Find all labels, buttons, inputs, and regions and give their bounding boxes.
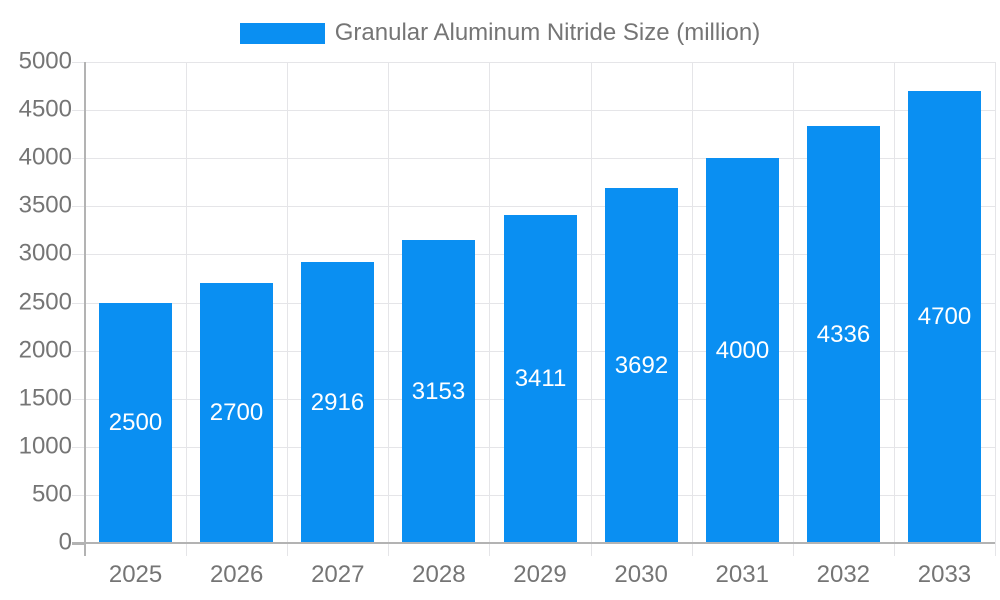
y-tick <box>72 110 85 111</box>
gridline-vertical <box>793 62 794 556</box>
gridline-vertical <box>894 62 895 556</box>
gridline-horizontal <box>85 206 995 207</box>
gridline-vertical <box>186 62 187 556</box>
y-tick-label: 3500 <box>18 191 72 219</box>
x-tick-label-2031: 2031 <box>715 561 769 588</box>
bar-value-label: 4700 <box>917 303 972 330</box>
gridline-vertical <box>995 62 996 556</box>
bar-2032: 4336 <box>807 126 880 543</box>
y-tick-label: 5000 <box>18 47 72 75</box>
y-tick-label: 1500 <box>18 384 72 412</box>
gridline-horizontal <box>85 110 995 111</box>
gridline-horizontal <box>85 158 995 159</box>
y-tick-label: 4000 <box>18 143 72 171</box>
y-tick-label: 0 <box>58 528 72 556</box>
gridline-vertical <box>591 62 592 556</box>
bar-2030: 3692 <box>605 188 678 543</box>
x-axis-line <box>72 542 995 544</box>
bar-2027: 2916 <box>301 262 374 543</box>
y-tick <box>72 543 85 545</box>
bar-2028: 3153 <box>402 240 475 543</box>
y-tick-label: 1000 <box>18 432 72 460</box>
y-tick-label: 3000 <box>18 239 72 267</box>
legend-label: Granular Aluminum Nitride Size (million) <box>334 19 761 46</box>
gridline-vertical <box>287 62 288 556</box>
y-tick <box>72 351 85 352</box>
x-tick-label-2028: 2028 <box>412 561 466 588</box>
y-tick <box>72 158 85 159</box>
bar-2033: 4700 <box>908 91 981 543</box>
bar-2031: 4000 <box>706 158 779 543</box>
x-tick-label-2026: 2026 <box>209 561 264 588</box>
bar-value-label: 3153 <box>411 377 466 405</box>
bar-2029: 3411 <box>504 215 577 543</box>
bar-value-label: 4000 <box>715 336 770 364</box>
x-tick-label-2025: 2025 <box>108 561 163 588</box>
gridline-vertical <box>388 62 389 556</box>
bar-value-label: 2916 <box>310 388 365 416</box>
bar-value-label: 2700 <box>209 399 264 426</box>
y-tick-label: 4500 <box>18 95 72 123</box>
x-tick-label-2029: 2029 <box>513 561 567 588</box>
bar-2026: 2700 <box>200 283 273 543</box>
legend-swatch <box>239 22 325 44</box>
y-tick <box>72 447 85 448</box>
x-tick-label-2033: 2033 <box>917 561 972 588</box>
x-tick-label-2032: 2032 <box>816 561 871 588</box>
gridline-vertical <box>489 62 490 556</box>
bar-2025: 2500 <box>99 303 172 543</box>
bar-value-label: 2500 <box>108 409 163 436</box>
y-tick <box>72 206 85 207</box>
gridline-vertical <box>692 62 693 556</box>
y-tick <box>72 62 85 63</box>
bar-value-label: 4336 <box>816 320 871 348</box>
y-tick-label: 500 <box>31 480 72 508</box>
legend: Granular Aluminum Nitride Size (million) <box>0 19 1000 46</box>
x-tick-label-2027: 2027 <box>311 561 365 588</box>
y-tick-label: 2000 <box>18 336 72 364</box>
bar-value-label: 3692 <box>614 351 669 379</box>
y-axis-line <box>84 62 86 556</box>
gridline-horizontal <box>85 62 995 63</box>
y-tick <box>72 399 85 400</box>
x-tick-label-2030: 2030 <box>614 561 668 588</box>
y-tick <box>72 495 85 496</box>
y-tick <box>72 303 85 304</box>
y-tick <box>72 254 85 255</box>
y-tick-label: 2500 <box>18 287 72 315</box>
bar-value-label: 3411 <box>514 365 567 392</box>
